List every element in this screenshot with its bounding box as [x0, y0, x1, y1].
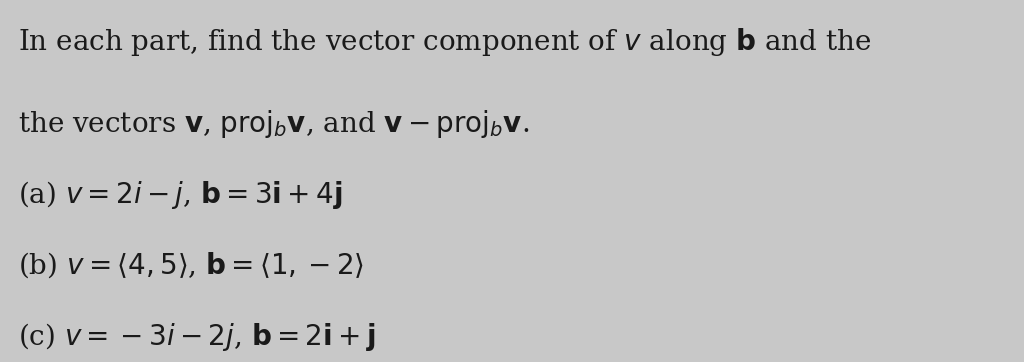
Text: (b) $v = \langle 4, 5\rangle$, $\mathbf{b} = \langle 1, -2\rangle$: (b) $v = \langle 4, 5\rangle$, $\mathbf{… — [18, 250, 365, 280]
Text: (c) $v = -3i - 2j$, $\mathbf{b} = 2\mathbf{i} + \mathbf{j}$: (c) $v = -3i - 2j$, $\mathbf{b} = 2\math… — [18, 321, 376, 353]
Text: the vectors $\mathbf{v}$, $\mathrm{proj}_{b}\mathbf{v}$, and $\mathbf{v} - \math: the vectors $\mathbf{v}$, $\mathrm{proj}… — [18, 108, 529, 140]
Text: In each part, find the vector component of $v$ along $\mathbf{b}$ and the: In each part, find the vector component … — [18, 26, 871, 58]
Text: (a) $v = 2i - j$, $\mathbf{b} = 3\mathbf{i} + 4\mathbf{j}$: (a) $v = 2i - j$, $\mathbf{b} = 3\mathbf… — [18, 179, 343, 211]
